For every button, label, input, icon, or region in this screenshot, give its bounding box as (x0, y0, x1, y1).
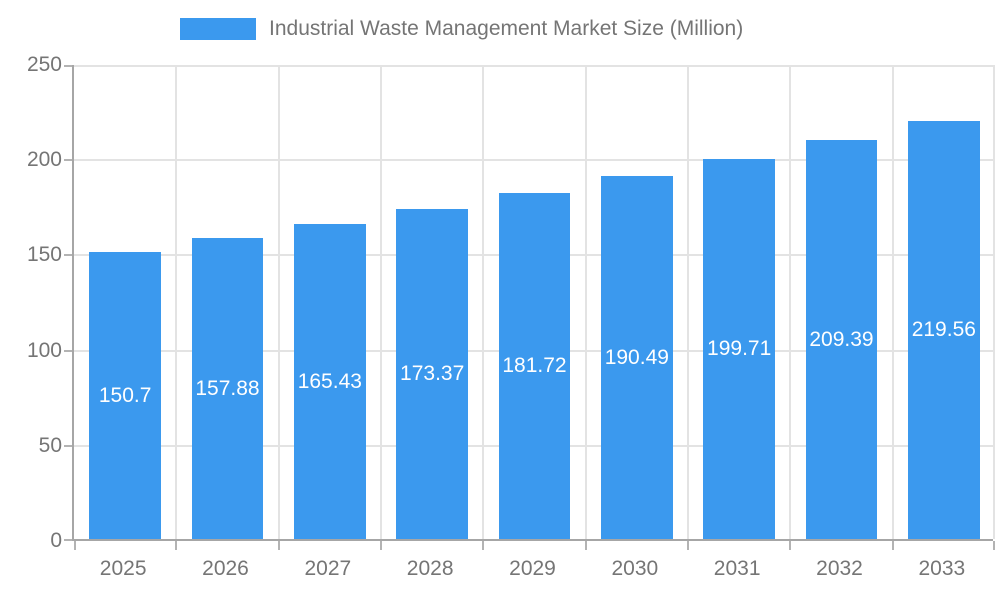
x-tick-label: 2027 (304, 557, 352, 580)
x-axis-tick (482, 541, 484, 550)
bar[interactable]: 150.7 (89, 252, 161, 539)
x-axis-tick (585, 541, 587, 550)
bar-value-label: 190.49 (604, 345, 669, 369)
y-axis-tick (64, 539, 72, 541)
x-axis-tick (278, 541, 280, 550)
y-tick-label: 50 (38, 433, 62, 457)
gridline-vertical (993, 65, 995, 539)
x-axis-tick (687, 541, 689, 550)
bar-value-label: 157.88 (195, 376, 260, 400)
gridline-vertical (175, 65, 177, 539)
gridline-vertical (892, 65, 894, 539)
bar-value-label: 165.43 (297, 369, 362, 393)
y-tick-label: 0 (50, 529, 62, 552)
bar[interactable]: 190.49 (601, 176, 673, 539)
bar[interactable]: 219.56 (908, 120, 980, 539)
x-axis-tick (892, 541, 894, 550)
bar-value-label: 219.56 (911, 317, 976, 341)
bar-value-label: 209.39 (809, 327, 874, 351)
legend-label: Industrial Waste Management Market Size … (269, 17, 744, 40)
legend[interactable]: Industrial Waste Management Market Size … (180, 17, 743, 41)
bar[interactable]: 209.39 (805, 140, 878, 539)
y-tick-label: 200 (26, 148, 62, 172)
x-tick-label: 2030 (611, 557, 659, 580)
x-axis-tick (380, 541, 382, 550)
bar-value-label: 150.7 (98, 383, 152, 407)
x-tick-label: 2032 (816, 557, 863, 580)
gridline-vertical (687, 65, 689, 539)
y-tick-label: 150 (26, 243, 62, 267)
y-axis-tick (64, 445, 72, 447)
x-axis-tick (74, 541, 76, 550)
bar-value-label: 199.71 (707, 336, 772, 360)
legend-swatch (180, 18, 256, 40)
gridline-vertical (380, 65, 382, 539)
bar[interactable]: 199.71 (703, 158, 775, 539)
y-tick-label: 250 (26, 53, 62, 76)
x-tick-label: 2025 (99, 557, 147, 580)
plot-area: 150.7 157.88 165.43 173.37 181.72 190.49 199.7… (64, 65, 995, 550)
bar[interactable]: 157.88 (191, 238, 264, 539)
x-tick-label: 2026 (202, 557, 249, 580)
x-tick-label: 2028 (406, 557, 454, 580)
x-tick-label: 2033 (918, 557, 966, 580)
x-tick-label: 2031 (713, 557, 761, 580)
bar[interactable]: 181.72 (498, 193, 571, 539)
bar-value-label: 181.72 (502, 354, 567, 377)
x-axis-tick (993, 541, 995, 550)
x-tick-label: 2029 (509, 557, 556, 580)
gridline-vertical (789, 65, 791, 539)
gridline-vertical (585, 65, 587, 539)
bar[interactable]: 173.37 (396, 208, 468, 539)
bar[interactable]: 165.43 (294, 224, 366, 539)
y-tick-label: 100 (26, 338, 62, 362)
x-axis-tick (789, 541, 791, 550)
y-axis-tick (64, 65, 72, 67)
y-axis-tick (64, 350, 72, 352)
y-axis-tick (64, 254, 72, 256)
gridline-vertical (482, 65, 484, 539)
gridline-vertical (278, 65, 280, 539)
x-axis-tick (175, 541, 177, 550)
bar-value-label: 173.37 (400, 361, 465, 385)
gridline-horizontal (74, 159, 993, 161)
gridline-horizontal (74, 65, 993, 67)
y-axis-tick (64, 159, 72, 161)
